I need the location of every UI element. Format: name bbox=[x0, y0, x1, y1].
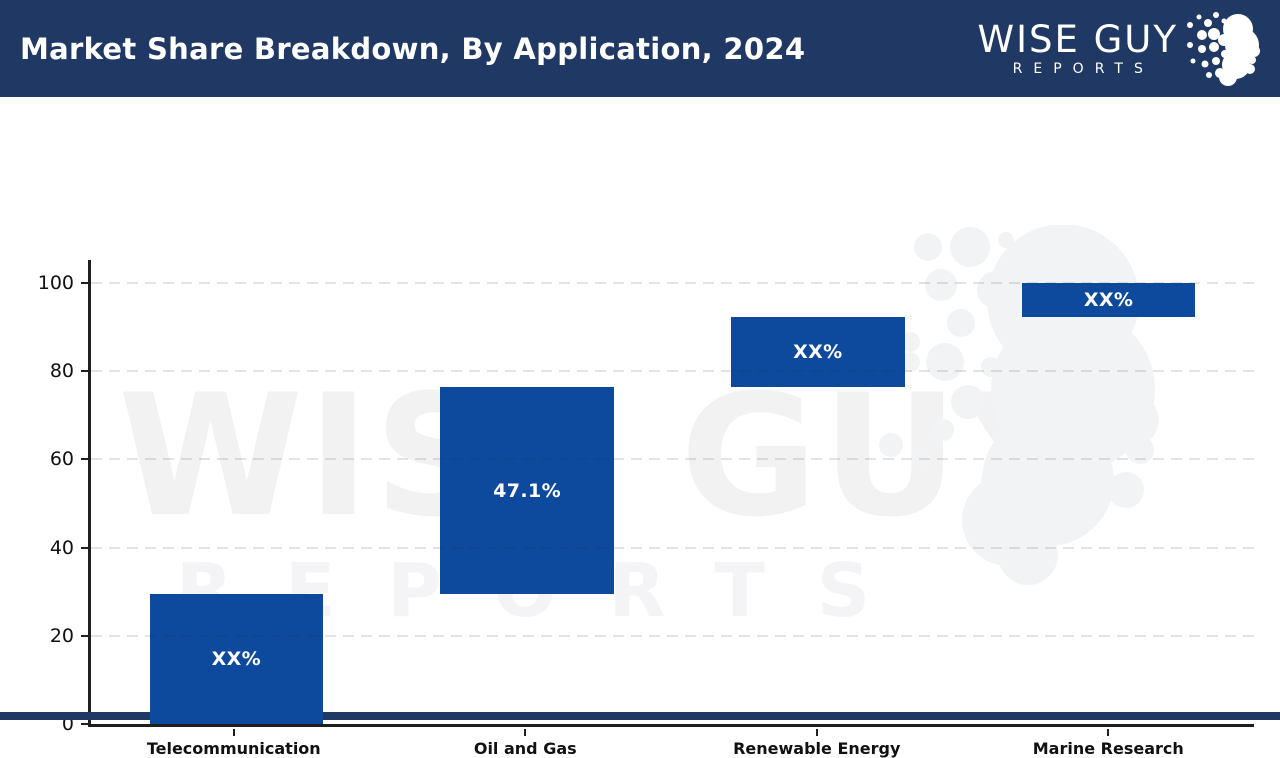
gridline-100 bbox=[91, 282, 1254, 284]
wiseguy-logo: WISE GUY REPORTS bbox=[978, 6, 1266, 92]
category-label-oil-and-gas: Oil and Gas bbox=[473, 739, 577, 758]
category-label-marine-research: Marine Research bbox=[1032, 739, 1184, 758]
x-axis-line bbox=[88, 724, 1254, 727]
y-tick-label-40: 40 bbox=[49, 536, 74, 559]
y-tick-mark-100 bbox=[81, 282, 91, 284]
y-axis-line bbox=[88, 260, 91, 727]
bar-value-label: XX% bbox=[1083, 289, 1134, 312]
x-tick-mark-renewable-energy bbox=[815, 729, 818, 736]
logo-face-icon bbox=[1187, 12, 1260, 86]
gridline-20 bbox=[91, 634, 1254, 637]
y-tick-mark-80 bbox=[81, 370, 91, 373]
bar-value-label: 47.1% bbox=[493, 479, 562, 502]
bar-value-label: XX% bbox=[793, 341, 843, 364]
logo-wordmark: WISE GUY bbox=[977, 17, 1178, 61]
category-label-telecommunication: Telecommunication bbox=[146, 739, 321, 758]
y-tick-label-60: 60 bbox=[49, 448, 74, 471]
y-tick-mark-40 bbox=[81, 546, 91, 549]
chart-area: WISE GUY REPORTS bbox=[0, 97, 1280, 758]
gridline-60 bbox=[91, 458, 1254, 461]
y-tick-label-20: 20 bbox=[49, 624, 74, 647]
logo-text: WISE GUY REPORTS bbox=[977, 17, 1178, 78]
bar-oil-and-gas: 47.1% bbox=[440, 386, 614, 595]
footer-bar bbox=[0, 712, 1280, 720]
y-tick-label-80: 80 bbox=[49, 360, 74, 383]
y-tick-mark-20 bbox=[81, 634, 91, 637]
chart-title: Market Share Breakdown, By Application, … bbox=[20, 31, 806, 66]
category-label-renewable-energy: Renewable Energy bbox=[733, 739, 901, 758]
gridline-40 bbox=[91, 546, 1254, 549]
y-tick-mark-60 bbox=[81, 458, 91, 461]
y-tick-label-100: 100 bbox=[37, 272, 74, 294]
x-tick-mark-oil-and-gas bbox=[524, 729, 527, 736]
x-tick-mark-telecommunication bbox=[232, 729, 235, 736]
logo-subtext: REPORTS bbox=[1012, 61, 1154, 78]
plot-inner: 0 20 40 60 80 100 XX% 47.1% XX% XX% bbox=[38, 272, 1254, 735]
bar-telecommunication: XX% bbox=[149, 594, 323, 724]
gridline-80 bbox=[91, 370, 1254, 373]
x-tick-mark-marine-research bbox=[1107, 729, 1110, 736]
header-bar: Market Share Breakdown, By Application, … bbox=[0, 0, 1280, 97]
plot: 0 20 40 60 80 100 XX% 47.1% XX% XX% Telecommunica… bbox=[38, 260, 1254, 758]
bar-marine-research: XX% bbox=[1021, 283, 1196, 318]
bar-value-label: XX% bbox=[211, 648, 262, 671]
bar-renewable-energy: XX% bbox=[731, 317, 905, 387]
